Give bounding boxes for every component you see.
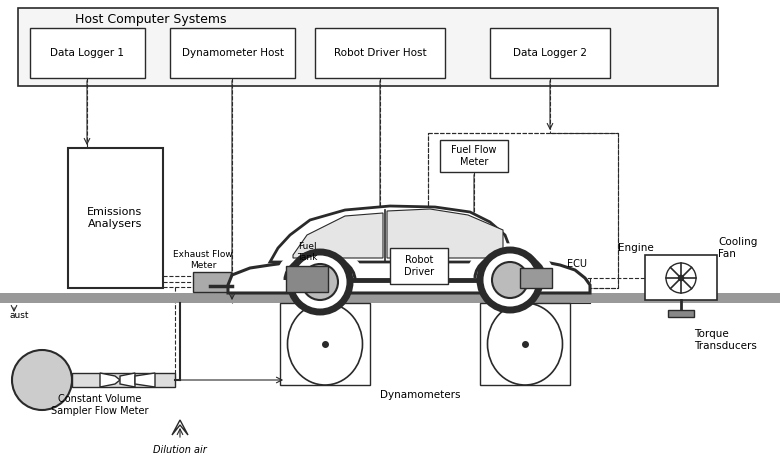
- Bar: [18, 8, 718, 86]
- Bar: [193, 272, 231, 292]
- Bar: [170, 28, 295, 78]
- Text: Cooling
Fan: Cooling Fan: [718, 237, 757, 259]
- Polygon shape: [270, 206, 510, 262]
- Circle shape: [492, 262, 528, 298]
- Text: Data Logger 1: Data Logger 1: [51, 48, 125, 58]
- Circle shape: [480, 250, 540, 310]
- Bar: [520, 268, 552, 288]
- Bar: [280, 303, 370, 385]
- Text: Torque
Transducers: Torque Transducers: [694, 329, 757, 351]
- Polygon shape: [387, 209, 503, 258]
- Polygon shape: [293, 213, 383, 258]
- Bar: [490, 28, 610, 78]
- Bar: [315, 28, 445, 78]
- Circle shape: [678, 275, 684, 281]
- Polygon shape: [72, 373, 175, 387]
- Text: Data Logger 2: Data Logger 2: [513, 48, 587, 58]
- Text: Robot Driver Host: Robot Driver Host: [334, 48, 427, 58]
- Text: Robot
Driver: Robot Driver: [404, 255, 434, 277]
- Text: Dynamometers: Dynamometers: [380, 390, 460, 400]
- Text: Fuel
Tank: Fuel Tank: [297, 243, 317, 262]
- Text: Engine: Engine: [618, 243, 654, 253]
- Circle shape: [290, 252, 350, 312]
- Bar: [30, 28, 145, 78]
- Bar: [645, 255, 717, 300]
- Text: Constant Volume
Sampler Flow Meter: Constant Volume Sampler Flow Meter: [51, 394, 149, 416]
- Ellipse shape: [288, 303, 363, 385]
- Polygon shape: [135, 373, 155, 387]
- Text: ECU: ECU: [567, 259, 587, 269]
- Bar: [68, 148, 163, 288]
- Bar: [0, 293, 780, 303]
- Bar: [668, 310, 694, 317]
- Bar: [390, 248, 448, 284]
- Text: Dynamometer Host: Dynamometer Host: [182, 48, 283, 58]
- Text: aust: aust: [10, 311, 30, 320]
- Circle shape: [12, 350, 72, 410]
- Polygon shape: [172, 420, 188, 435]
- Bar: [440, 140, 508, 172]
- Bar: [286, 266, 328, 292]
- Bar: [428, 133, 618, 288]
- Polygon shape: [120, 373, 135, 387]
- Circle shape: [302, 264, 338, 300]
- Text: Emissions
Analysers: Emissions Analysers: [87, 207, 143, 229]
- Ellipse shape: [488, 303, 562, 385]
- Text: Fuel Flow
Meter: Fuel Flow Meter: [452, 145, 497, 167]
- Bar: [480, 303, 570, 385]
- Polygon shape: [100, 373, 120, 387]
- Text: Dilution air: Dilution air: [153, 445, 207, 455]
- Text: Host Computer Systems: Host Computer Systems: [75, 13, 226, 25]
- Polygon shape: [228, 257, 590, 293]
- Text: Exhaust Flow
Meter: Exhaust Flow Meter: [173, 251, 233, 270]
